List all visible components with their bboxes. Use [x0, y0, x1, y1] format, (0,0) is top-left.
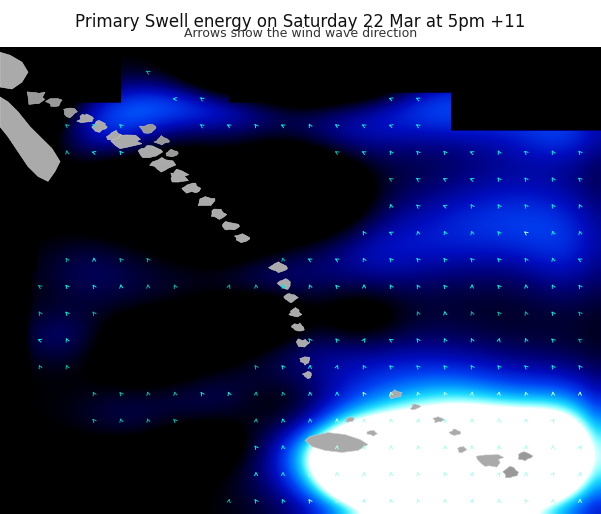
Polygon shape	[234, 234, 250, 243]
Polygon shape	[212, 209, 227, 219]
Polygon shape	[222, 222, 240, 230]
Polygon shape	[410, 404, 421, 410]
Polygon shape	[92, 120, 107, 133]
Polygon shape	[106, 131, 122, 142]
Polygon shape	[0, 52, 28, 89]
Polygon shape	[277, 279, 290, 289]
Polygon shape	[289, 307, 302, 317]
Polygon shape	[139, 124, 156, 133]
Polygon shape	[46, 99, 62, 106]
Polygon shape	[150, 157, 176, 172]
Polygon shape	[503, 466, 519, 478]
Polygon shape	[171, 169, 189, 182]
Polygon shape	[433, 417, 444, 423]
Polygon shape	[457, 446, 467, 453]
Polygon shape	[166, 149, 178, 157]
Polygon shape	[291, 323, 304, 331]
Polygon shape	[518, 452, 533, 461]
Polygon shape	[367, 431, 377, 436]
Polygon shape	[284, 293, 298, 303]
Polygon shape	[138, 145, 163, 158]
Polygon shape	[269, 262, 287, 272]
Polygon shape	[154, 136, 169, 145]
Polygon shape	[389, 390, 402, 399]
Polygon shape	[449, 429, 461, 435]
Text: Arrows show the wind wave direction: Arrows show the wind wave direction	[184, 27, 417, 40]
Polygon shape	[477, 454, 504, 467]
Polygon shape	[345, 417, 355, 422]
Polygon shape	[300, 357, 310, 365]
Text: Primary Swell energy on Saturday 22 Mar at 5pm +11: Primary Swell energy on Saturday 22 Mar …	[75, 13, 526, 31]
Polygon shape	[111, 135, 142, 149]
Polygon shape	[27, 92, 45, 104]
Polygon shape	[296, 339, 310, 347]
Polygon shape	[198, 197, 215, 206]
Polygon shape	[305, 433, 368, 452]
Polygon shape	[302, 371, 311, 379]
Polygon shape	[64, 108, 78, 118]
Polygon shape	[0, 97, 60, 181]
Polygon shape	[77, 114, 93, 123]
Polygon shape	[182, 183, 201, 193]
